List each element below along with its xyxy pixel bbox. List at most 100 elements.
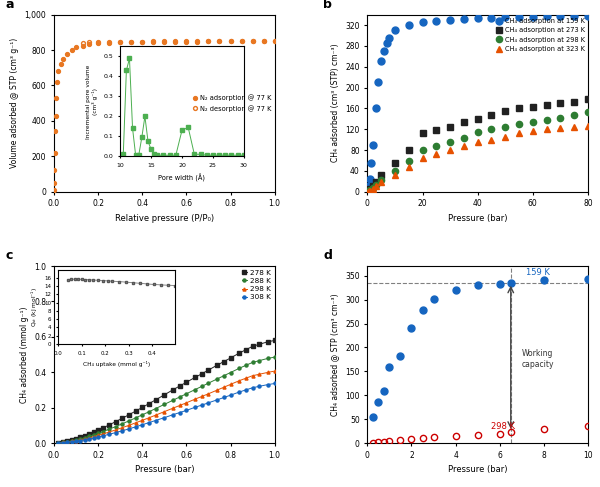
278 K	[242, 347, 250, 353]
CH₄ adsorption at 159 K	[377, 58, 385, 64]
CH₄ adsorption at 159 K	[584, 13, 592, 19]
N₂ adsorption @ 77 K	[53, 95, 60, 101]
CH₄ adsorption at 323 K	[584, 123, 592, 129]
CH₄ adsorption at 273 K	[405, 147, 412, 153]
288 K	[214, 376, 221, 382]
N₂ desorption @ 77 K	[95, 39, 102, 45]
278 K	[132, 408, 139, 414]
298 K	[139, 417, 146, 423]
298 K	[265, 370, 272, 375]
CH₄ adsorption at 323 K	[557, 125, 564, 131]
298 K	[64, 439, 71, 445]
CH₄ adsorption at 273 K	[474, 116, 481, 122]
CH₄ adsorption at 298 K	[365, 188, 373, 194]
CH₄ adsorption at 273 K	[364, 188, 371, 194]
288 K	[139, 412, 146, 418]
278 K	[205, 367, 212, 373]
Text: 159 K: 159 K	[526, 268, 550, 277]
CH₄ adsorption at 273 K	[419, 130, 426, 136]
Text: a: a	[5, 0, 14, 11]
278 K	[99, 425, 106, 431]
CH₄ adsorption at 273 K	[515, 105, 523, 111]
298 K	[55, 440, 62, 446]
Line: CH₄ adsorption at 159 K: CH₄ adsorption at 159 K	[364, 12, 592, 194]
298 K	[73, 438, 80, 444]
N₂ desorption @ 77 K	[238, 38, 245, 44]
308 K	[198, 402, 205, 408]
288 K	[242, 362, 250, 368]
308 K	[191, 404, 199, 410]
288 K	[59, 439, 67, 445]
CH₄ adsorption at 159 K	[488, 15, 495, 20]
288 K	[220, 373, 227, 378]
288 K	[99, 429, 106, 434]
CH₄ adsorption at 159 K	[369, 142, 376, 148]
308 K	[249, 385, 256, 391]
CH₄ adsorption at 323 K	[365, 188, 373, 194]
288 K	[55, 440, 62, 446]
298 K	[145, 415, 152, 421]
CH₄ adsorption at 323 K	[488, 137, 495, 143]
CH₄ adsorption at 159 K	[383, 40, 390, 46]
288 K	[81, 435, 88, 441]
308 K	[81, 437, 88, 443]
308 K	[145, 420, 152, 426]
278 K	[77, 434, 84, 440]
298 K	[242, 375, 250, 381]
278 K	[73, 436, 80, 442]
CH₄ adsorption at 159 K	[515, 14, 523, 19]
288 K	[132, 415, 139, 421]
288 K	[112, 424, 119, 430]
CH₄ adsorption at 298 K	[543, 117, 550, 123]
Text: b: b	[323, 0, 332, 11]
308 K	[236, 389, 243, 395]
X-axis label: Pressure (bar): Pressure (bar)	[448, 466, 508, 474]
CH₄ adsorption at 273 K	[543, 102, 550, 108]
CH₄ adsorption at 159 K	[391, 27, 398, 33]
CH₄ adsorption at 323 K	[419, 155, 426, 161]
N₂ adsorption @ 77 K	[73, 44, 80, 50]
308 K	[64, 439, 71, 445]
308 K	[59, 440, 67, 446]
CH₄ adsorption at 323 K	[367, 187, 374, 193]
CH₄ adsorption at 159 K	[364, 187, 371, 193]
288 K	[119, 421, 126, 427]
278 K	[95, 427, 102, 433]
CH₄ adsorption at 298 K	[377, 177, 385, 183]
CH₄ adsorption at 159 K	[405, 22, 412, 28]
CH₄ adsorption at 273 K	[557, 100, 564, 106]
N₂ desorption @ 77 K	[128, 38, 135, 44]
298 K	[271, 368, 278, 374]
CH₄ adsorption at 323 K	[391, 172, 398, 178]
308 K	[176, 410, 184, 415]
CH₄ adsorption at 273 K	[369, 184, 376, 189]
278 K	[81, 433, 88, 439]
278 K	[256, 341, 263, 347]
CH₄ adsorption at 273 K	[529, 104, 536, 110]
N₂ desorption @ 77 K	[172, 38, 179, 44]
CH₄ adsorption at 323 K	[369, 186, 376, 192]
CH₄ adsorption at 273 K	[367, 186, 374, 192]
Line: N₂ desorption @ 77 K: N₂ desorption @ 77 K	[81, 39, 277, 45]
288 K	[106, 426, 113, 432]
288 K	[95, 431, 102, 436]
298 K	[198, 393, 205, 399]
N₂ adsorption @ 77 K	[271, 38, 278, 44]
CH₄ adsorption at 159 K	[571, 13, 578, 19]
308 K	[220, 394, 227, 400]
Text: c: c	[5, 249, 13, 262]
N₂ adsorption @ 77 K	[50, 180, 58, 186]
N₂ desorption @ 77 K	[86, 39, 93, 45]
Line: 278 K: 278 K	[57, 339, 276, 444]
N₂ adsorption @ 77 K	[55, 68, 62, 74]
298 K	[68, 438, 75, 444]
308 K	[152, 417, 159, 423]
N₂ adsorption @ 77 K	[95, 40, 102, 46]
CH₄ adsorption at 159 K	[372, 106, 379, 112]
Legend: 278 K, 288 K, 298 K, 308 K: 278 K, 288 K, 298 K, 308 K	[242, 270, 271, 300]
N₂ adsorption @ 77 K	[128, 39, 135, 45]
N₂ adsorption @ 77 K	[59, 56, 67, 62]
CH₄ adsorption at 298 K	[515, 121, 523, 127]
278 K	[86, 431, 93, 437]
278 K	[64, 438, 71, 444]
